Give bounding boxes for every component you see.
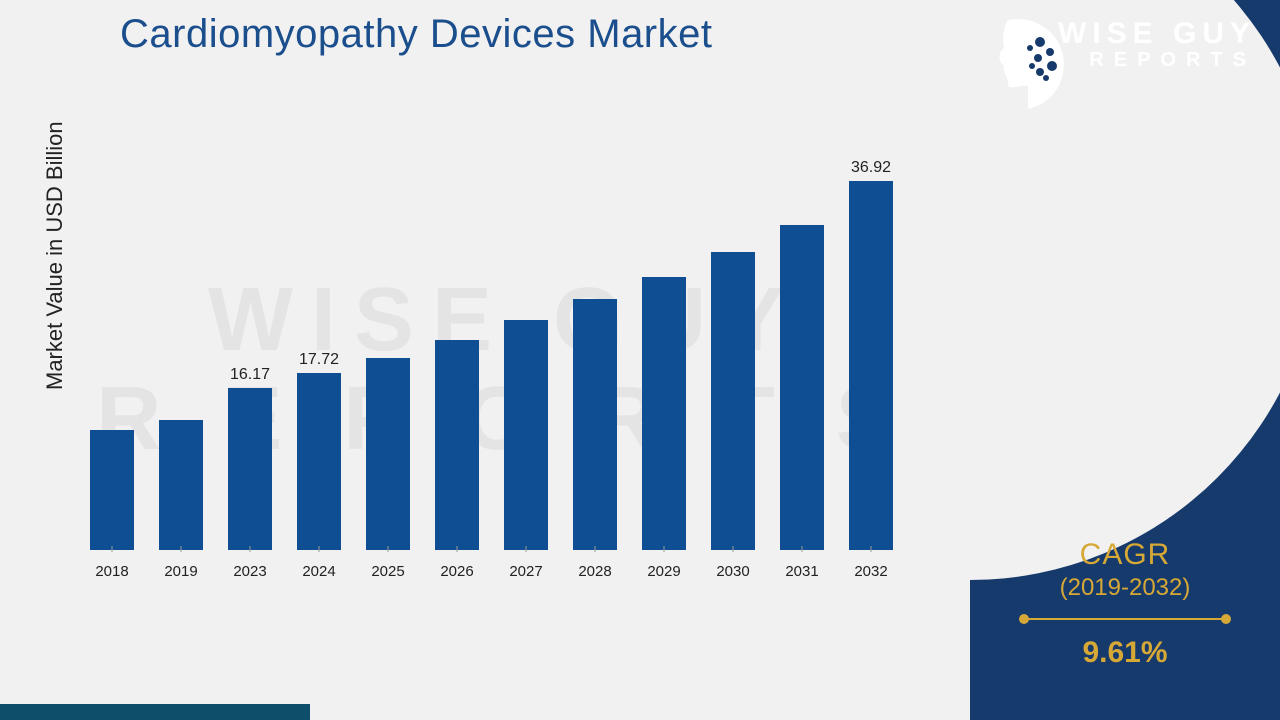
tick-mark xyxy=(319,546,320,552)
tick-mark xyxy=(871,546,872,552)
x-tick-label: 2027 xyxy=(509,563,542,580)
bar-chart: 16.17 17.72 36.92 2018 2019 2023 2024 2025 2026… xyxy=(90,150,920,580)
bar-2032: 36.92 xyxy=(849,181,893,550)
bar-2028 xyxy=(573,299,617,550)
bar-label: 16.17 xyxy=(230,366,270,384)
tick-mark xyxy=(802,546,803,552)
cagr-block: CAGR (2019-2032) 9.61% xyxy=(1000,538,1250,670)
x-tick-label: 2023 xyxy=(233,563,266,580)
brand-logo: WISE GUY REPORTS xyxy=(1058,18,1256,71)
tick-mark xyxy=(595,546,596,552)
plot-area: 16.17 17.72 36.92 xyxy=(90,150,920,550)
chart-title: Cardiomyopathy Devices Market xyxy=(120,12,713,57)
bar-2019 xyxy=(159,420,203,550)
bar-2024: 17.72 xyxy=(297,373,341,550)
bar-2026 xyxy=(435,340,479,550)
bar-label: 17.72 xyxy=(299,351,339,369)
x-tick-label: 2031 xyxy=(785,563,818,580)
logo-line2: REPORTS xyxy=(1058,50,1256,71)
bar-2027 xyxy=(504,320,548,550)
x-tick-label: 2018 xyxy=(95,563,128,580)
cagr-range: (2019-2032) xyxy=(1000,574,1250,602)
cagr-divider xyxy=(1024,618,1226,620)
x-tick-label: 2026 xyxy=(440,563,473,580)
bar-2029 xyxy=(642,277,686,550)
report-card: WISE GUY REPORTS Cardiomyopathy Devices … xyxy=(0,0,1280,720)
bar-2030 xyxy=(711,252,755,550)
cagr-value: 9.61% xyxy=(1000,636,1250,670)
tick-mark xyxy=(112,546,113,552)
tick-mark xyxy=(181,546,182,552)
x-tick-label: 2024 xyxy=(302,563,335,580)
bar-label: 36.92 xyxy=(851,159,891,177)
bar-2018 xyxy=(90,430,134,550)
cagr-label: CAGR xyxy=(1000,538,1250,572)
x-tick-label: 2028 xyxy=(578,563,611,580)
x-tick-label: 2030 xyxy=(716,563,749,580)
x-tick-label: 2025 xyxy=(371,563,404,580)
bar-2025 xyxy=(366,358,410,550)
tick-mark xyxy=(733,546,734,552)
tick-mark xyxy=(664,546,665,552)
bar-2023: 16.17 xyxy=(228,388,272,550)
logo-line1: WISE GUY xyxy=(1058,18,1256,50)
tick-mark xyxy=(457,546,458,552)
logo-head-icon xyxy=(980,12,1070,117)
bar-2031 xyxy=(780,225,824,550)
tick-mark xyxy=(388,546,389,552)
tick-mark xyxy=(250,546,251,552)
x-tick-label: 2029 xyxy=(647,563,680,580)
x-tick-label: 2032 xyxy=(854,563,887,580)
x-tick-label: 2019 xyxy=(164,563,197,580)
tick-mark xyxy=(526,546,527,552)
y-axis-label: Market Value in USD Billion xyxy=(42,121,68,390)
bottom-strip xyxy=(0,704,310,720)
